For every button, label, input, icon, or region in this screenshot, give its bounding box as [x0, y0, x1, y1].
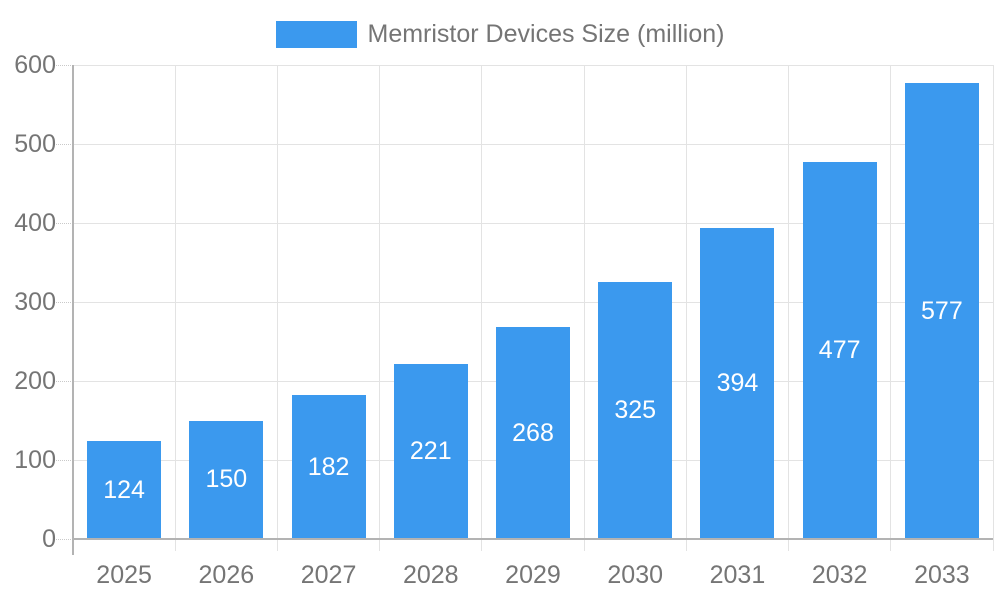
bar-value-label: 268 [512, 418, 554, 447]
legend-swatch [275, 20, 357, 48]
bar-value-label: 325 [614, 396, 657, 425]
y-tick-label: 400 [14, 209, 56, 237]
bar-value-label: 182 [307, 452, 350, 481]
bar-value-label: 150 [205, 465, 248, 494]
gridline-vertical [276, 65, 278, 551]
y-tick-label: 200 [14, 367, 56, 395]
y-axis-line [72, 65, 74, 555]
gridline-vertical [379, 65, 381, 551]
x-tick-label: 2032 [811, 561, 868, 589]
bar-2030[interactable]: 325 [598, 282, 673, 539]
y-tick-label: 500 [14, 130, 56, 158]
gridline-vertical [481, 65, 483, 551]
bar-2033[interactable]: 577 [904, 83, 979, 539]
bar-2027[interactable]: 182 [291, 395, 366, 539]
y-axis-tick [56, 538, 73, 540]
legend[interactable]: Memristor Devices Size (million) [0, 0, 1000, 68]
legend-label: Memristor Devices Size (million) [367, 19, 725, 48]
x-tick-label: 2027 [300, 561, 357, 589]
x-tick-label: 2029 [505, 561, 561, 589]
x-tick-label: 2028 [402, 561, 459, 589]
y-axis-tick [56, 380, 73, 382]
x-tick-label: 2031 [709, 561, 766, 589]
gridline-vertical [788, 65, 790, 551]
y-axis-tick [56, 301, 73, 303]
y-axis-tick [56, 222, 73, 224]
y-axis-tick [56, 459, 73, 461]
y-tick-label: 600 [14, 51, 56, 79]
bar-2028[interactable]: 221 [393, 364, 468, 539]
x-axis-baseline [73, 538, 993, 540]
gridline-vertical [992, 65, 994, 551]
x-tick-label: 2030 [607, 561, 664, 589]
x-tick-label: 2025 [96, 561, 152, 589]
y-axis-tick [56, 143, 73, 145]
bar-value-label: 124 [103, 475, 145, 504]
y-axis-tick [56, 64, 73, 66]
y-tick-label: 300 [14, 288, 56, 316]
x-tick-label: 2026 [198, 561, 255, 589]
bar-2029[interactable]: 268 [496, 327, 570, 539]
plot-area: 124 150 182 221 268 325 394 477 577 [56, 64, 994, 555]
bar-value-label: 477 [818, 336, 861, 365]
gridline-vertical [174, 65, 176, 551]
gridline-horizontal [73, 64, 993, 66]
bar-2032[interactable]: 477 [802, 162, 877, 539]
bar-value-label: 577 [921, 296, 963, 325]
gridline-horizontal [73, 222, 993, 224]
x-tick-label: 2033 [914, 561, 970, 589]
bar-2026[interactable]: 150 [189, 420, 264, 539]
gridline-vertical [685, 65, 687, 551]
y-tick-label: 0 [42, 525, 56, 553]
bar-2031[interactable]: 394 [700, 227, 775, 539]
bar-value-label: 394 [716, 368, 759, 397]
gridline-horizontal [73, 143, 993, 145]
gridline-horizontal [73, 301, 993, 303]
bar-value-label: 221 [409, 437, 452, 466]
gridline-vertical [583, 65, 585, 551]
gridline-vertical [890, 65, 892, 551]
y-tick-label: 100 [14, 446, 56, 474]
bar-2025[interactable]: 124 [87, 441, 162, 539]
